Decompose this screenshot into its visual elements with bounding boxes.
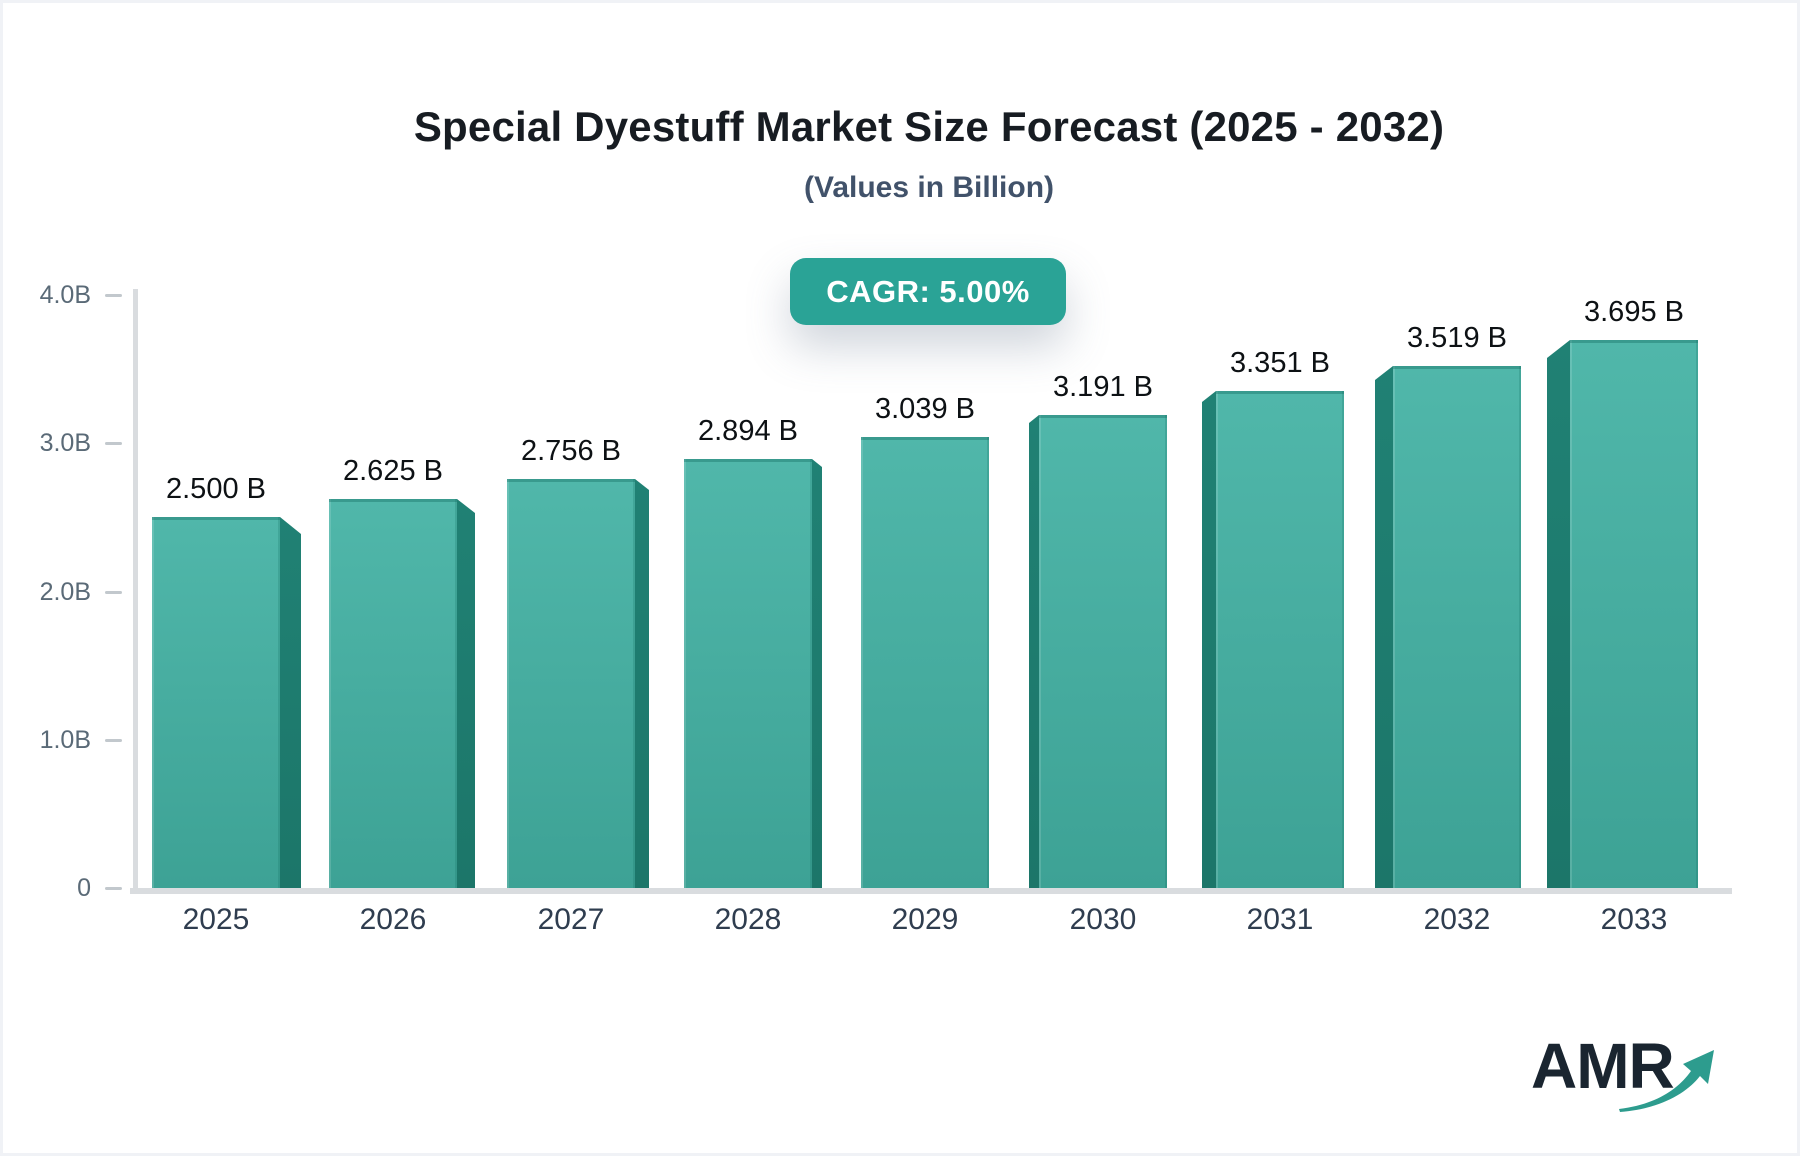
- amr-logo: AMR: [1531, 1029, 1741, 1121]
- bar-side-face-2033: [1547, 340, 1570, 888]
- bar-value-label: 3.351 B: [1230, 347, 1330, 379]
- bar-value-label: 3.191 B: [1053, 371, 1153, 403]
- y-tick-mark: [105, 887, 122, 890]
- y-tick-mark: [105, 294, 122, 297]
- bar-value-label: 2.756 B: [521, 435, 621, 467]
- chart-subtitle: (Values in Billion): [803, 171, 1055, 204]
- bar-face-2032: [1393, 366, 1521, 888]
- x-axis-line: [130, 888, 1732, 894]
- bar-side-face-2032: [1375, 366, 1393, 888]
- bar-face-2033: [1570, 340, 1698, 888]
- y-tick-label: 4.0B: [39, 281, 91, 309]
- x-tick-label: 2030: [1069, 903, 1137, 936]
- chart-title: Special Dyestuff Market Size Forecast (2…: [413, 103, 1445, 150]
- bar-value-label: 2.625 B: [343, 455, 443, 487]
- bar-value-label: 3.695 B: [1584, 296, 1684, 328]
- bar-face-2031: [1216, 391, 1344, 888]
- bar-value-label: 2.500 B: [166, 473, 266, 505]
- bar-face-2030: [1039, 415, 1167, 888]
- growth-arrow-icon: [1619, 1050, 1714, 1112]
- bar-value-label: 3.039 B: [875, 393, 975, 425]
- x-tick-label: 2032: [1423, 903, 1491, 936]
- x-tick-label: 2031: [1246, 903, 1314, 936]
- x-tick-label: 2026: [359, 903, 427, 936]
- amr-logo-text: AMR: [1531, 1030, 1675, 1102]
- bar-side-face-2025: [280, 517, 301, 888]
- x-tick-label: 2025: [182, 903, 250, 936]
- y-tick-label: 0: [77, 874, 91, 902]
- bar-face-2025: [152, 517, 280, 888]
- bar-side-face-2027: [635, 479, 649, 888]
- y-tick-mark: [105, 591, 122, 594]
- bar-face-2028: [684, 459, 812, 888]
- x-tick-label: 2027: [537, 903, 605, 936]
- x-tick-label: 2033: [1600, 903, 1668, 936]
- y-tick-label: 3.0B: [39, 429, 91, 457]
- bar-value-label: 2.894 B: [698, 415, 798, 447]
- y-tick-label: 2.0B: [39, 578, 91, 606]
- bar-side-face-2031: [1202, 391, 1216, 888]
- bar-face-2027: [507, 479, 635, 888]
- bar-face-2026: [329, 499, 457, 888]
- bar-side-face-2030: [1029, 415, 1039, 888]
- y-tick-mark: [105, 442, 122, 445]
- x-tick-label: 2028: [714, 903, 782, 936]
- cagr-badge: CAGR: 5.00%: [790, 258, 1066, 325]
- bar-side-face-2026: [457, 499, 475, 888]
- plot-area: 2.500 B 2025 2.625 B 2026 2.756 B 2027 2.894 B…: [3, 3, 1797, 1153]
- bar-face-2029: [861, 437, 989, 888]
- bar-side-face-2028: [812, 459, 822, 888]
- y-axis-line: [133, 289, 138, 894]
- x-tick-label: 2029: [891, 903, 959, 936]
- y-tick-mark: [105, 739, 122, 742]
- bar-value-label: 3.519 B: [1407, 322, 1507, 354]
- y-tick-label: 1.0B: [39, 726, 91, 754]
